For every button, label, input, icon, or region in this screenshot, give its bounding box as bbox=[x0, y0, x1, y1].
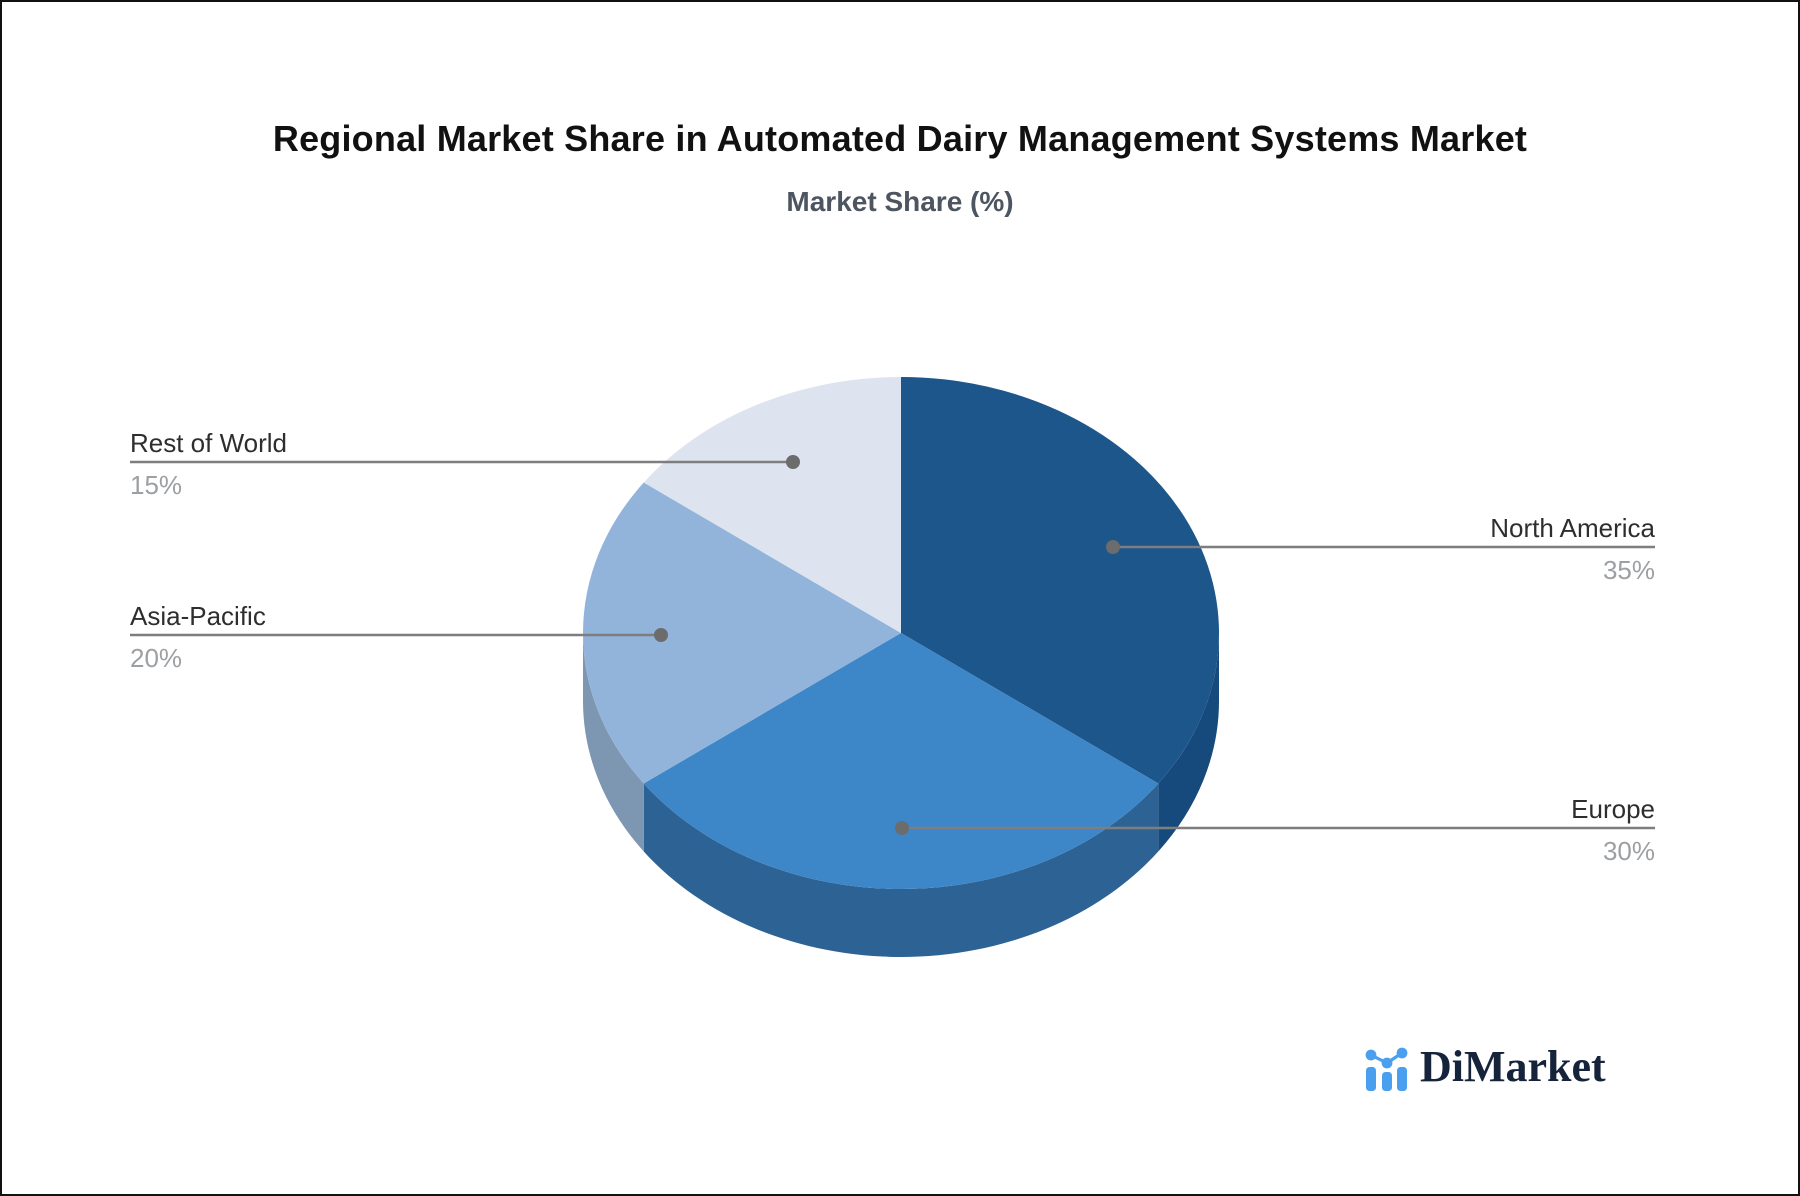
leader-dot-rest-of-world bbox=[786, 455, 800, 469]
pie-slice-rest-of-world[interactable] bbox=[643, 377, 901, 633]
leader-dot-europe bbox=[895, 821, 909, 835]
label-europe: Europe 30% bbox=[1571, 794, 1655, 866]
leader-dot-asia-pacific bbox=[654, 628, 668, 642]
bar-chart-logo-icon bbox=[1365, 1047, 1408, 1091]
pie-slice-side-north-america bbox=[1158, 633, 1219, 852]
chart-subtitle: Market Share (%) bbox=[786, 186, 1014, 217]
category-label: Europe bbox=[1571, 794, 1655, 824]
dimarket-logo: DiMarket bbox=[1362, 1042, 1606, 1092]
category-label: North America bbox=[1490, 513, 1655, 543]
percent-label: 15% bbox=[130, 470, 183, 500]
label-north-america: North America 35% bbox=[1490, 513, 1655, 585]
leader-dot-north-america bbox=[1106, 540, 1120, 554]
category-label: Rest of World bbox=[130, 428, 288, 458]
category-label: Asia-Pacific bbox=[130, 601, 266, 631]
label-asia-pacific: Asia-Pacific 20% bbox=[130, 601, 266, 673]
percent-label: 20% bbox=[130, 643, 183, 673]
pie-slice-side-asia-pacific bbox=[583, 633, 644, 852]
pie-slice-europe[interactable] bbox=[643, 633, 1159, 889]
chart-title: Regional Market Share in Automated Dairy… bbox=[272, 118, 1528, 159]
dimarket-logo-text: DiMarket bbox=[1420, 1042, 1606, 1091]
pie-slice-north-america[interactable] bbox=[901, 377, 1219, 784]
percent-label: 35% bbox=[1602, 555, 1655, 585]
pie-slice-side-europe bbox=[643, 783, 1159, 957]
label-rest-of-world: Rest of World 15% bbox=[130, 428, 287, 500]
percent-label: 30% bbox=[1602, 836, 1655, 866]
pie-slice-asia-pacific[interactable] bbox=[583, 482, 901, 784]
